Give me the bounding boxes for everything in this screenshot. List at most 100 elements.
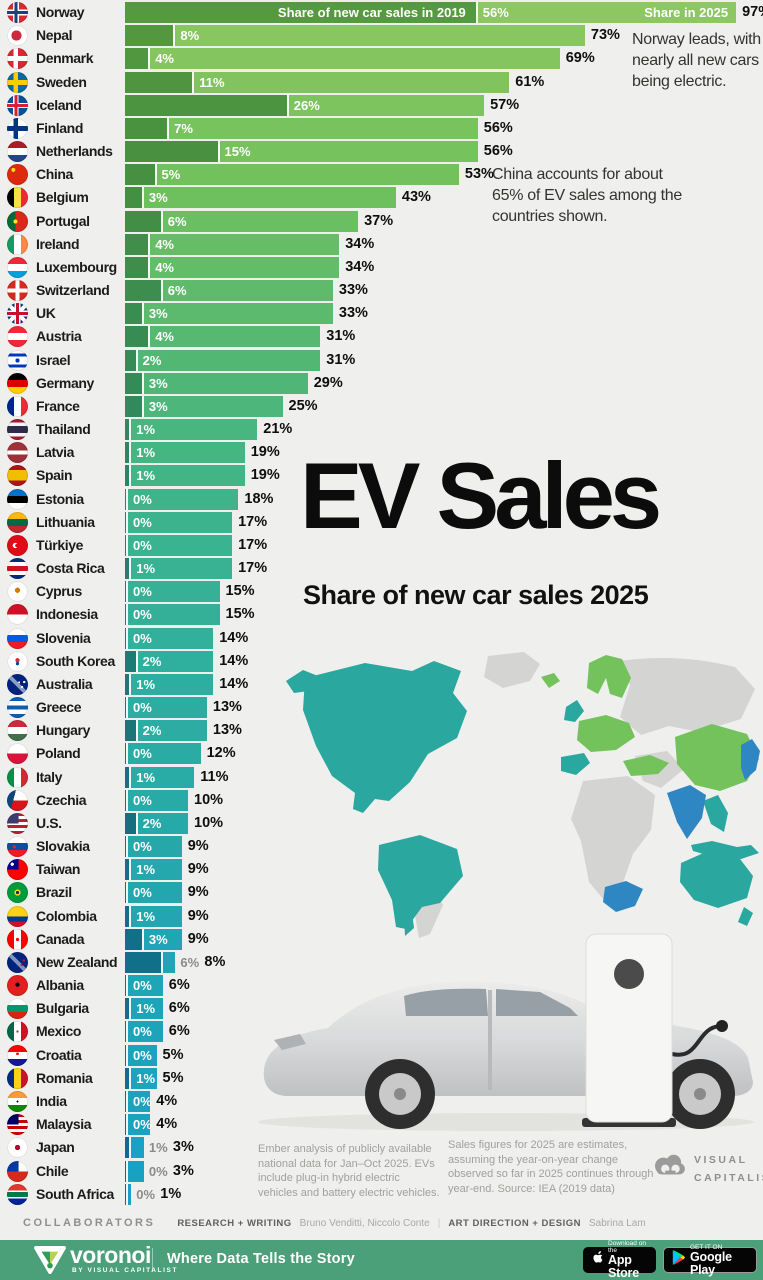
country-row: Chile 0% 3%: [0, 1160, 763, 1182]
bar-track: 0% 3%: [125, 1160, 763, 1182]
bar-2025: [125, 836, 182, 858]
flag-canada-icon: [7, 928, 28, 950]
country-label: Croatia: [36, 1046, 82, 1063]
flag-ireland-icon: [7, 233, 28, 255]
bar-track: 3% 29%: [125, 372, 763, 394]
bar-2019: [125, 673, 132, 695]
bar-2025: [125, 1044, 157, 1066]
value-2019: 1%: [136, 1070, 156, 1086]
bar-track: 0% 17%: [125, 534, 763, 556]
country-row: Norway 56% 97% Share of new car sales in 20…: [0, 2, 763, 23]
flag-poland-icon: [7, 743, 28, 765]
value-2019: 1%: [136, 561, 156, 577]
bar-track: 1% 14%: [125, 673, 763, 695]
bar-2019: [125, 905, 132, 927]
value-2019: 8%: [180, 28, 200, 44]
app-store-badge[interactable]: Download on the App Store: [583, 1240, 656, 1280]
front-wheel-hub: [394, 1088, 406, 1100]
country-row: Mexico 0% 6%: [0, 1021, 763, 1043]
bar-2019: [125, 25, 176, 47]
country-label: Costa Rica: [36, 560, 105, 577]
charging-connector: [716, 1020, 728, 1032]
value-2025: 12%: [206, 745, 236, 762]
bar-2025: [125, 1183, 132, 1205]
value-2025: 3%: [172, 1139, 194, 1156]
bar-2019: [125, 141, 220, 163]
flag-france-icon: [7, 395, 28, 417]
bar-2019: [125, 1160, 128, 1182]
value-2019: 0%: [133, 1047, 152, 1063]
bar-2025: [125, 48, 560, 70]
value-2025: 9%: [187, 930, 209, 947]
value-2019: 0%: [133, 1024, 152, 1040]
flag-south-korea-icon: [7, 650, 28, 672]
country-label: Taiwan: [36, 861, 81, 878]
google-play-badge[interactable]: GET IT ON Google Play: [663, 1244, 757, 1276]
value-2025: 13%: [212, 722, 242, 739]
voronoi-footer: voronoi BY VISUAL CAPITALIST Where Data …: [0, 1240, 763, 1280]
bar-2019: [125, 558, 132, 580]
appstore-small-text: Download on the: [608, 1240, 646, 1254]
value-2019: 4%: [155, 259, 174, 275]
flag-new-zealand-icon: [7, 951, 28, 973]
bar-track: 2% 14%: [125, 650, 763, 672]
bar-2025: [125, 349, 321, 371]
country-row: Czechia 0% 10%: [0, 789, 763, 811]
value-2019: 6%: [180, 954, 200, 970]
bar-track: 0% 4%: [125, 1114, 763, 1136]
value-2019: 1%: [136, 676, 156, 692]
norway-annotation: Norway leads, with nearly all new cars b…: [632, 31, 761, 90]
bar-track: 1% 9%: [125, 905, 763, 927]
china-annotation: China accounts for about 65% of EV sales…: [492, 166, 682, 225]
value-2025: 56%: [483, 143, 513, 160]
country-row: Luxembourg 4% 34%: [0, 256, 763, 278]
bar-track: 11% 61%: [125, 71, 763, 93]
page-subtitle: Share of new car sales 2025: [303, 580, 649, 610]
value-2025: 14%: [219, 652, 249, 669]
bar-track: 1% 19%: [125, 465, 763, 487]
value-2019: 0%: [133, 885, 152, 901]
value-2025: 56%: [483, 119, 513, 136]
bar-2019: [125, 1021, 128, 1043]
bar-track: 7% 56%: [125, 117, 763, 139]
bar-2019: [125, 627, 128, 649]
map-gray-regions: [411, 652, 755, 938]
country-label: South Korea: [36, 652, 115, 669]
bar-track: 1% 9%: [125, 859, 763, 881]
bar-2019: [125, 789, 128, 811]
bar-2025: [125, 1090, 151, 1112]
value-2025: 11%: [200, 768, 229, 785]
flag-sweden-icon: [7, 71, 28, 93]
art-role-label: ART DIRECTION + DESIGN: [448, 1218, 581, 1229]
value-2019: 1%: [136, 1001, 156, 1017]
world-map: [283, 650, 763, 940]
country-row: Iceland 26% 57%: [0, 94, 763, 116]
flag-cyprus-icon: [7, 581, 28, 603]
flag-chile-icon: [7, 1160, 28, 1182]
value-2025: 37%: [364, 212, 394, 229]
value-2019: 4%: [155, 236, 174, 252]
value-2019: 3%: [148, 931, 168, 947]
footnote-methodology: Ember analysis of publicly available nat…: [258, 1143, 440, 1199]
country-row: Lithuania 0% 17%: [0, 511, 763, 533]
bar-track: 1% 5%: [125, 1067, 763, 1089]
country-row: Thailand 1% 21%: [0, 419, 763, 441]
value-2019: 0%: [133, 607, 152, 623]
bar-track: 4% 31%: [125, 326, 763, 348]
bar-track: 1% 3%: [125, 1137, 763, 1159]
country-label: Japan: [36, 1139, 75, 1156]
google-play-icon: [672, 1250, 685, 1270]
vc-logo-line2: CAPITALIST: [694, 1172, 763, 1184]
value-2025: 9%: [187, 838, 209, 855]
bar-2019: [125, 720, 138, 742]
bar-track: 0% 4%: [125, 1090, 763, 1112]
bar-2019: [125, 1090, 128, 1112]
bar-2025: [125, 998, 163, 1020]
value-2025: 19%: [250, 444, 280, 461]
bar-track: 0% 9%: [125, 836, 763, 858]
value-2025: 21%: [263, 421, 293, 438]
bar-2025: [125, 766, 195, 788]
country-label: Netherlands: [36, 143, 113, 160]
voronoi-wordmark: voronoi: [70, 1242, 151, 1268]
map-green-regions: [541, 655, 759, 791]
